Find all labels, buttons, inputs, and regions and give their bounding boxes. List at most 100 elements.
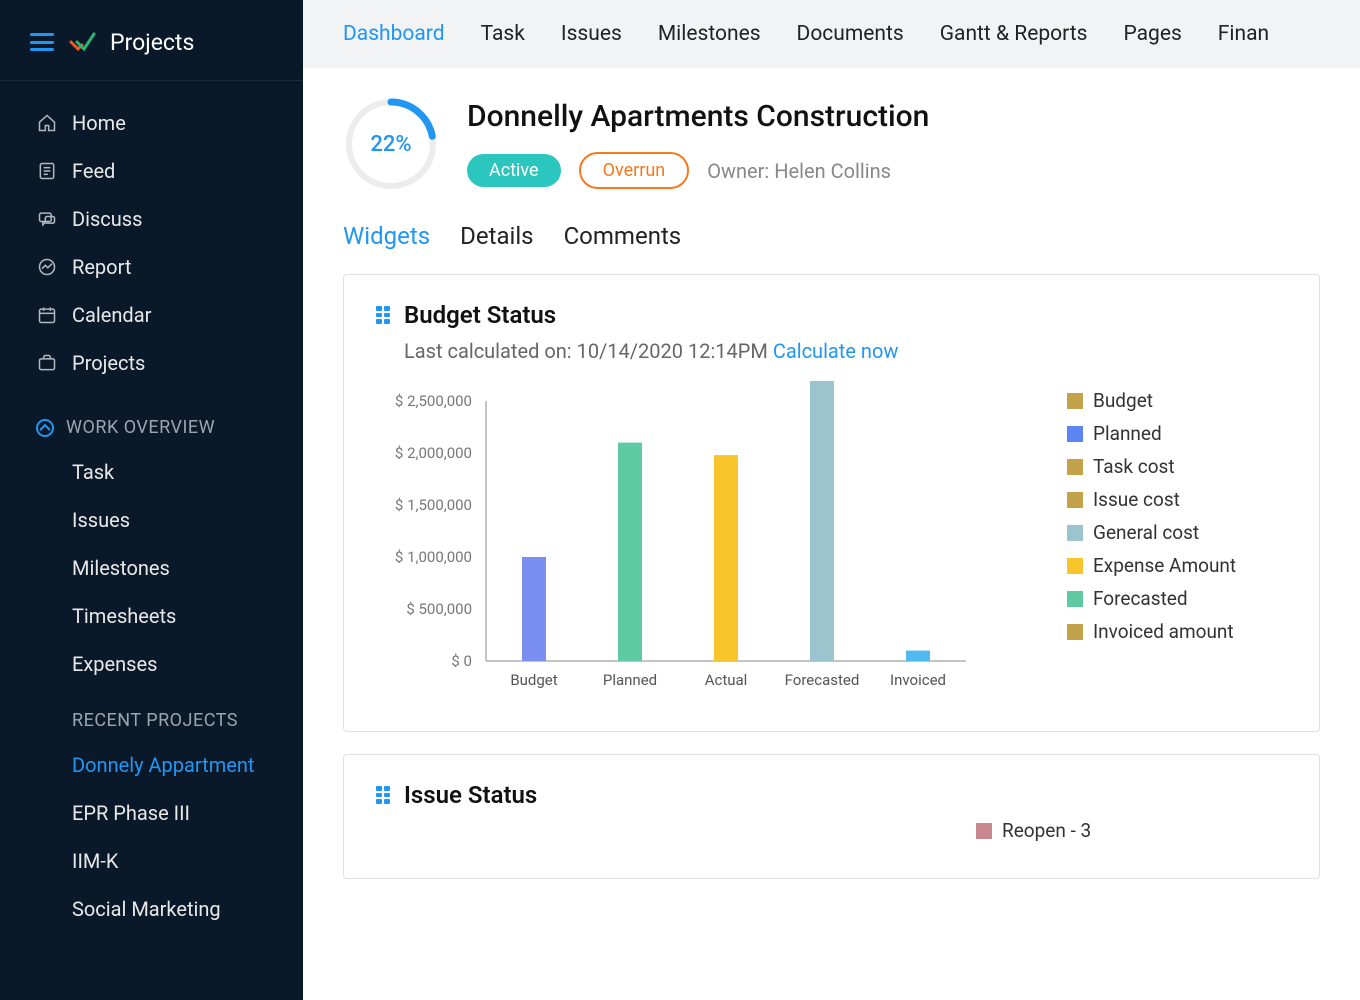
app-logo-icon — [68, 28, 96, 56]
widget-subtitle: Last calculated on: 10/14/2020 12:14PM C… — [404, 339, 1287, 363]
svg-text:Actual: Actual — [705, 671, 748, 689]
tab-milestones[interactable]: Milestones — [658, 22, 761, 46]
subtab-details[interactable]: Details — [460, 222, 533, 250]
home-icon — [36, 112, 58, 134]
legend-label: Invoiced amount — [1093, 620, 1234, 643]
nav-report[interactable]: Report — [0, 243, 303, 291]
legend-item: Task cost — [1067, 455, 1287, 478]
tab-task[interactable]: Task — [481, 22, 525, 46]
tab-issues[interactable]: Issues — [561, 22, 622, 46]
nav-label: Home — [72, 111, 126, 135]
tab-finance[interactable]: Finan — [1218, 22, 1269, 46]
progress-percent: 22% — [343, 96, 439, 192]
legend-item: General cost — [1067, 521, 1287, 544]
calendar-icon — [36, 304, 58, 326]
legend-label: Expense Amount — [1093, 554, 1236, 577]
budget-chart: $ 0$ 500,000$ 1,000,000$ 1,500,000$ 2,00… — [376, 381, 1037, 705]
status-badge-active: Active — [467, 154, 561, 187]
work-item-milestones[interactable]: Milestones — [0, 544, 303, 592]
work-item-issues[interactable]: Issues — [0, 496, 303, 544]
sub-tabs: Widgets Details Comments — [343, 222, 1320, 250]
projects-icon — [36, 352, 58, 374]
nav-home[interactable]: Home — [0, 99, 303, 147]
legend-label: Planned — [1093, 422, 1162, 445]
svg-text:Forecasted: Forecasted — [785, 671, 860, 689]
feed-icon — [36, 160, 58, 182]
work-item-expenses[interactable]: Expenses — [0, 640, 303, 688]
nav-feed[interactable]: Feed — [0, 147, 303, 195]
section-title: WORK OVERVIEW — [66, 417, 215, 438]
calculate-now-link[interactable]: Calculate now — [773, 339, 899, 363]
widget-title: Issue Status — [404, 781, 537, 809]
nav-discuss[interactable]: Discuss — [0, 195, 303, 243]
legend-swatch — [1067, 558, 1083, 574]
chevron-up-circle-icon — [36, 419, 54, 437]
hamburger-icon[interactable] — [30, 33, 54, 51]
nav-label: Discuss — [72, 207, 142, 231]
work-item-task[interactable]: Task — [0, 448, 303, 496]
recent-project-item[interactable]: IIM-K — [0, 837, 303, 885]
budget-legend: Budget Planned Task cost Issue cost General … — [1067, 381, 1287, 653]
svg-text:$ 2,500,000: $ 2,500,000 — [395, 392, 472, 410]
svg-text:$ 0: $ 0 — [451, 652, 472, 670]
legend-swatch — [1067, 426, 1083, 442]
recent-project-item[interactable]: EPR Phase III — [0, 789, 303, 837]
recent-projects-header: RECENT PROJECTS — [0, 688, 303, 741]
subtab-widgets[interactable]: Widgets — [343, 222, 430, 250]
legend-swatch — [1067, 591, 1083, 607]
tab-dashboard[interactable]: Dashboard — [343, 22, 445, 46]
subtitle-time: 10/14/2020 12:14PM — [577, 339, 773, 363]
project-title: Donnelly Apartments Construction — [467, 99, 929, 134]
legend-label: Forecasted — [1093, 587, 1188, 610]
subtab-comments[interactable]: Comments — [564, 222, 682, 250]
nav-label: Report — [72, 255, 131, 279]
content: 22% Donnelly Apartments Construction Act… — [303, 68, 1360, 1000]
svg-text:Planned: Planned — [603, 671, 657, 689]
legend-item: Reopen - 3 — [976, 819, 1287, 842]
nav-calendar[interactable]: Calendar — [0, 291, 303, 339]
recent-project-item[interactable]: Donnely Appartment — [0, 741, 303, 789]
legend-item: Issue cost — [1067, 488, 1287, 511]
legend-item: Expense Amount — [1067, 554, 1287, 577]
issue-legend: Reopen - 3 — [376, 819, 1287, 852]
nav-section: Home Feed Discuss Report Calendar — [0, 81, 303, 395]
legend-swatch — [976, 823, 992, 839]
tab-gantt-reports[interactable]: Gantt & Reports — [940, 22, 1088, 46]
sidebar: Projects Home Feed Discuss Report — [0, 0, 303, 1000]
tab-documents[interactable]: Documents — [797, 22, 904, 46]
legend-item: Invoiced amount — [1067, 620, 1287, 643]
subtitle-prefix: Last calculated on: — [404, 339, 577, 363]
recent-project-item[interactable]: Social Marketing — [0, 885, 303, 933]
legend-item: Forecasted — [1067, 587, 1287, 610]
report-icon — [36, 256, 58, 278]
badges-row: Active Overrun Owner: Helen Collins — [467, 152, 929, 189]
svg-text:Invoiced: Invoiced — [890, 671, 946, 689]
drag-handle-icon[interactable] — [376, 786, 390, 804]
legend-label: Reopen - 3 — [1002, 819, 1091, 842]
svg-text:$ 1,500,000: $ 1,500,000 — [395, 496, 472, 514]
legend-swatch — [1067, 525, 1083, 541]
tab-pages[interactable]: Pages — [1123, 22, 1181, 46]
issue-status-widget: Issue Status Reopen - 3 — [343, 754, 1320, 879]
legend-label: General cost — [1093, 521, 1199, 544]
legend-label: Issue cost — [1093, 488, 1180, 511]
main: Dashboard Task Issues Milestones Documen… — [303, 0, 1360, 1000]
app-title: Projects — [110, 29, 194, 56]
chart-area: $ 0$ 500,000$ 1,000,000$ 1,500,000$ 2,00… — [376, 381, 1287, 705]
legend-swatch — [1067, 492, 1083, 508]
nav-projects[interactable]: Projects — [0, 339, 303, 387]
widget-title: Budget Status — [404, 301, 556, 329]
work-overview-header[interactable]: WORK OVERVIEW — [0, 395, 303, 448]
legend-swatch — [1067, 393, 1083, 409]
budget-status-widget: Budget Status Last calculated on: 10/14/… — [343, 274, 1320, 732]
drag-handle-icon[interactable] — [376, 306, 390, 324]
legend-label: Budget — [1093, 389, 1153, 412]
legend-item: Planned — [1067, 422, 1287, 445]
legend-swatch — [1067, 624, 1083, 640]
work-item-timesheets[interactable]: Timesheets — [0, 592, 303, 640]
progress-ring: 22% — [343, 96, 439, 192]
nav-label: Feed — [72, 159, 115, 183]
widget-header: Budget Status — [376, 301, 1287, 329]
discuss-icon — [36, 208, 58, 230]
nav-label: Projects — [72, 351, 145, 375]
